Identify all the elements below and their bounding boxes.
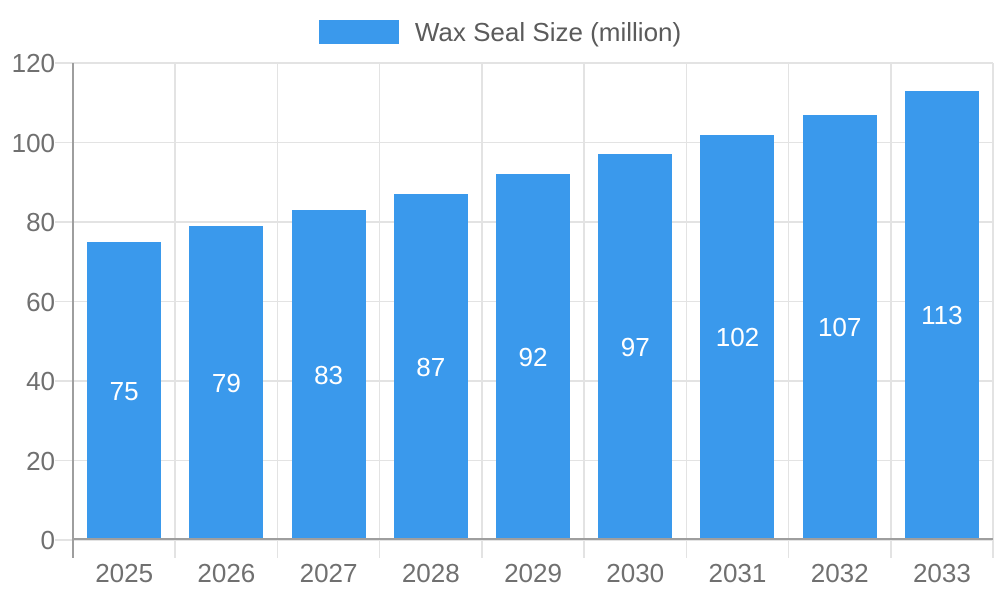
bar-value-label: 79 — [211, 367, 241, 398]
bar-2031[interactable]: 102 — [700, 134, 775, 540]
y-axis-tick-label: 0 — [40, 525, 55, 555]
bar-2029[interactable]: 92 — [496, 174, 570, 540]
y-axis-tick-label: 100 — [11, 127, 55, 158]
gridline-vertical — [685, 63, 688, 558]
bar-value-label: 107 — [817, 312, 862, 343]
gridline-vertical — [276, 63, 279, 558]
bar-value-label: 92 — [518, 342, 548, 373]
bar-value-label: 75 — [109, 375, 139, 406]
x-axis-line — [73, 538, 993, 540]
gridline-vertical — [481, 63, 483, 558]
x-axis-tick-label: 2031 — [708, 558, 767, 588]
bar-value-label: 87 — [416, 352, 446, 383]
x-axis-tick-label: 2028 — [401, 558, 460, 588]
bar-2030[interactable]: 97 — [598, 154, 673, 540]
x-axis-tick-label: 2029 — [504, 558, 562, 588]
gridline-horizontal — [55, 62, 993, 64]
bar-value-label: 113 — [921, 300, 963, 331]
x-axis-tick-label: 2025 — [95, 558, 154, 588]
gridline-vertical — [583, 63, 585, 558]
y-axis-tick-label: 20 — [26, 445, 55, 476]
bar-2025[interactable]: 75 — [87, 241, 162, 540]
legend-swatch — [318, 20, 399, 44]
bar-value-label: 83 — [314, 360, 343, 391]
bar-2026[interactable]: 79 — [189, 225, 264, 540]
y-axis-tick-label: 120 — [11, 48, 55, 78]
bar-2028[interactable]: 87 — [393, 194, 468, 540]
x-axis-tick-label: 2030 — [606, 558, 665, 588]
gridline-vertical — [378, 63, 381, 558]
bar-2027[interactable]: 83 — [291, 210, 366, 540]
bar-value-label: 102 — [715, 322, 760, 353]
y-axis-tick-label: 80 — [26, 207, 55, 237]
legend: Wax Seal Size (million) — [0, 19, 1000, 45]
x-axis-tick-label: 2032 — [810, 558, 869, 588]
y-axis-tick-label: 40 — [26, 366, 55, 396]
gridline-horizontal — [55, 539, 993, 541]
bar-2033[interactable]: 113 — [904, 90, 979, 540]
gridline-horizontal — [55, 141, 993, 144]
x-axis-tick-label: 2027 — [299, 558, 358, 588]
x-axis-tick-label: 2033 — [912, 558, 971, 588]
x-axis-tick-label: 2026 — [197, 558, 256, 588]
bar-2032[interactable]: 107 — [802, 114, 877, 540]
gridline-vertical — [992, 63, 994, 558]
y-axis-tick-label: 60 — [26, 286, 55, 317]
plot-area: 75 79 83 87 92 97 102 107 113 — [55, 62, 994, 558]
gridline-vertical — [174, 63, 176, 558]
gridline-vertical — [890, 63, 892, 558]
gridline-vertical — [787, 63, 790, 558]
y-axis-line — [72, 63, 74, 558]
legend-label: Wax Seal Size (million) — [414, 17, 682, 47]
bar-value-label: 97 — [620, 332, 650, 363]
